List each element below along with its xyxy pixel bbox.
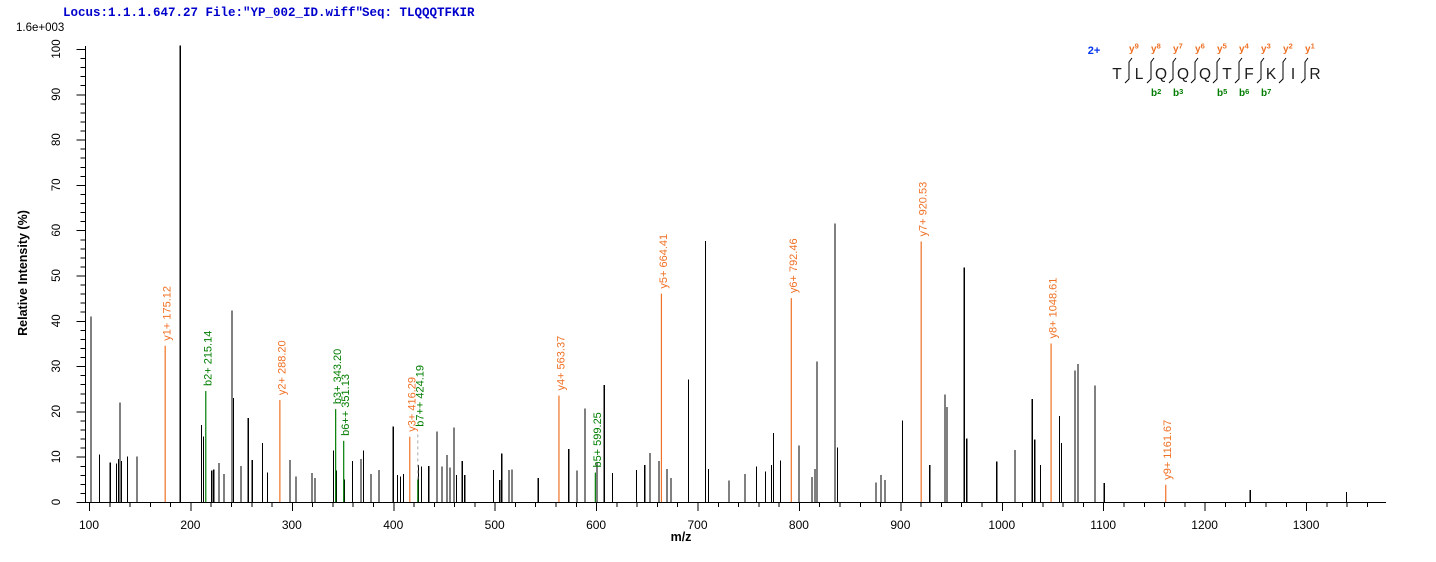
residue-letter: L (1135, 66, 1144, 83)
x-tick-label: 300 (282, 518, 302, 532)
x-tick-label: 1000 (988, 518, 1015, 532)
y-tick-label: 50 (51, 269, 63, 282)
fragment-boundary-mark (1168, 57, 1177, 84)
y-ion-map-label: y3 (1261, 42, 1271, 56)
y-tick-label: 30 (51, 360, 63, 373)
residue-letter: Q (1155, 66, 1167, 83)
x-tick-label: 1200 (1191, 518, 1218, 532)
x-tick-label: 800 (789, 518, 809, 532)
peptide-sequence-label: Seq: TLQQQTFKIR (362, 6, 475, 20)
b-ion-map-label: b6 (1239, 87, 1249, 99)
y-ion-map-label: y9 (1129, 42, 1139, 56)
y-ion-map-label: y5 (1217, 42, 1227, 56)
fragment-ion-annotations: y1+ 175.12 b2+ 215.14 y2+ 288.20 b3+ 343.20… (162, 182, 1174, 502)
y-tick-label: 70 (51, 179, 63, 192)
ion-label: y5+ 664.41 (658, 234, 670, 289)
x-tick-label: 600 (586, 518, 606, 532)
y-tick-label: 10 (51, 450, 63, 463)
spectrum-header: Locus:1.1.1.647.27 File:"YP_002_ID.wiff"… (0, 6, 1436, 26)
residue-letter: T (1112, 66, 1122, 83)
y-tick-label: 90 (51, 88, 63, 101)
x-tick-label: 1300 (1293, 518, 1320, 532)
x-axis-title: m/z (671, 530, 692, 544)
y-tick-label: 40 (51, 314, 63, 327)
base-peak-scale-label: 1.6e+003 (16, 22, 64, 34)
y-tick-label: 0 (51, 499, 63, 505)
x-tick-label: 1100 (1090, 518, 1116, 532)
b-ion-map-label: b5 (1217, 87, 1227, 99)
x-tick-label: 100 (79, 518, 99, 532)
ion-label: b3+ 343.20 (332, 349, 344, 404)
ion-label: b7++ 424.19 (414, 365, 426, 427)
y-ion-map-label: y2 (1283, 42, 1293, 56)
ion-label: y9+ 1161.67 (1162, 420, 1174, 480)
residue-letter: I (1291, 66, 1295, 83)
locus-file-label: Locus:1.1.1.647.27 File:"YP_002_ID.wiff" (63, 6, 364, 20)
ion-label: y2+ 288.20 (276, 340, 288, 395)
x-tick-label: 500 (485, 518, 505, 532)
fragment-boundary-mark (1190, 57, 1199, 84)
y-ion-map-label: y7 (1173, 42, 1183, 56)
axes (76, 46, 1386, 511)
ion-label: b6++ 351.13 (340, 374, 352, 436)
peak-lines (90, 45, 1348, 502)
ion-label: y8+ 1048.61 (1048, 278, 1060, 339)
x-tick-label: 900 (890, 518, 910, 532)
b-ion-map-label: b7 (1261, 87, 1271, 99)
residue-letter: Q (1199, 66, 1211, 83)
y-tick-label: 100 (51, 39, 63, 58)
residue-letter: F (1244, 66, 1253, 83)
tick-labels: 100 200 300 400 500 600 700 800 900 1000 1100 1200 1… (51, 39, 1320, 532)
ion-label: y3+ 416.29 (406, 377, 418, 432)
fragment-boundary-mark (1300, 57, 1309, 84)
y-ion-map-label: y8 (1151, 42, 1161, 56)
ion-label: b2+ 215.14 (202, 331, 214, 386)
fragment-boundary-mark (1234, 57, 1243, 84)
x-tick-label: 200 (180, 518, 200, 532)
b-ion-map-label: b2 (1151, 87, 1161, 99)
fragment-boundary-mark (1256, 57, 1265, 84)
precursor-charge-label: 2+ (1088, 45, 1101, 57)
fragment-boundary-mark (1278, 57, 1287, 84)
y-ion-map-label: y4 (1239, 42, 1250, 56)
fragment-boundary-mark (1146, 57, 1155, 84)
residue-letter: T (1222, 66, 1232, 83)
ion-label: y1+ 175.12 (162, 286, 174, 341)
fragment-boundary-mark (1124, 57, 1133, 84)
residue-letter: K (1266, 66, 1277, 83)
residue-letter: R (1309, 66, 1320, 83)
y-axis-title: Relative Intensity (%) (16, 210, 30, 336)
x-tick-label: 400 (383, 518, 403, 532)
y-tick-label: 80 (51, 133, 63, 146)
y-tick-label: 60 (51, 224, 63, 237)
ion-label: b5+ 599.25 (592, 412, 604, 467)
fragment-boundary-mark (1212, 57, 1221, 84)
y-ion-map-label: y1 (1305, 42, 1315, 56)
x-tick-label: 700 (688, 518, 708, 532)
y-ion-map-label: y6 (1195, 42, 1205, 56)
ion-label: y6+ 792.46 (788, 238, 800, 293)
b-ion-map-label: b3 (1173, 87, 1183, 99)
ion-label: y7+ 920.53 (918, 182, 930, 237)
residue-letter: Q (1177, 66, 1189, 83)
y-tick-label: 20 (51, 405, 63, 418)
ion-label: y4+ 563.37 (555, 336, 567, 391)
